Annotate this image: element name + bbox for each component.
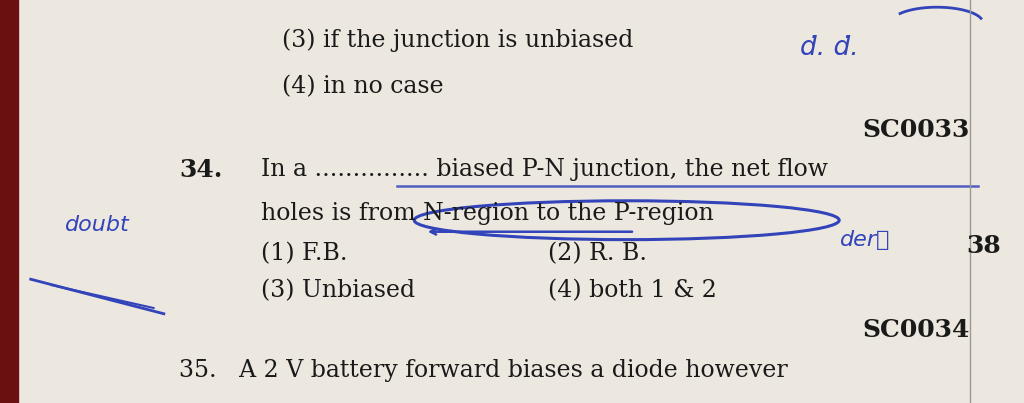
Text: SC0033: SC0033 xyxy=(863,118,970,141)
Text: (4) both 1 & 2: (4) both 1 & 2 xyxy=(548,279,717,302)
Text: der : der  xyxy=(840,230,891,250)
Text: (4) in no case: (4) in no case xyxy=(282,75,443,98)
Text: (2) R. B.: (2) R. B. xyxy=(548,242,647,265)
Text: In a ............... biased P-N junction, the net flow: In a ............... biased P-N junction… xyxy=(261,158,828,181)
Text: ḋ. ḋ.: ḋ. ḋ. xyxy=(800,35,859,61)
Text: 38: 38 xyxy=(967,234,1001,258)
Text: (1) F.B.: (1) F.B. xyxy=(261,242,347,265)
Text: doubt: doubt xyxy=(65,214,130,235)
Text: (3) Unbiased: (3) Unbiased xyxy=(261,279,416,302)
Text: holes is from N-region to the P-region: holes is from N-region to the P-region xyxy=(261,202,714,224)
Text: 34.: 34. xyxy=(179,158,222,182)
Text: SC0034: SC0034 xyxy=(863,318,970,342)
Text: (3) if the junction is unbiased: (3) if the junction is unbiased xyxy=(282,29,633,52)
Bar xyxy=(0,0,18,403)
Text: 35.   A 2 V battery forward biases a diode however: 35. A 2 V battery forward biases a diode… xyxy=(179,359,787,382)
